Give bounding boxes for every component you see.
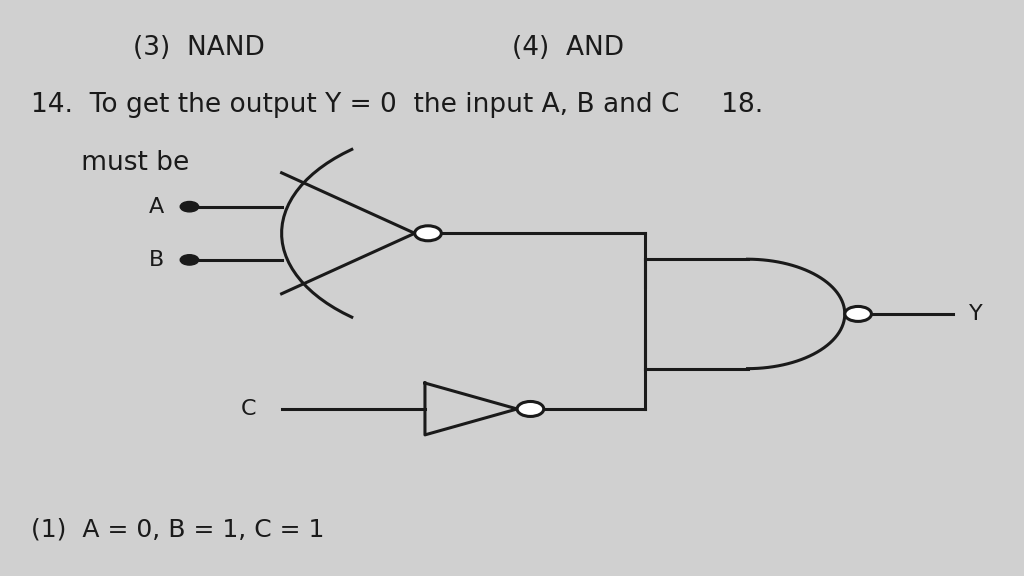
Text: must be: must be	[31, 150, 189, 176]
Circle shape	[180, 202, 199, 212]
Text: (1)  A = 0, B = 1, C = 1: (1) A = 0, B = 1, C = 1	[31, 517, 324, 541]
Text: Y: Y	[969, 304, 982, 324]
Text: B: B	[148, 250, 164, 270]
Circle shape	[845, 306, 871, 321]
Text: (3)  NAND: (3) NAND	[133, 35, 265, 60]
Text: (4)  AND: (4) AND	[512, 35, 624, 60]
Circle shape	[517, 401, 544, 416]
Circle shape	[180, 255, 199, 265]
Circle shape	[415, 226, 441, 241]
Text: 14.  To get the output Y = 0  the input A, B and C     18.: 14. To get the output Y = 0 the input A,…	[31, 92, 763, 118]
Text: C: C	[241, 399, 256, 419]
Text: A: A	[148, 196, 164, 217]
